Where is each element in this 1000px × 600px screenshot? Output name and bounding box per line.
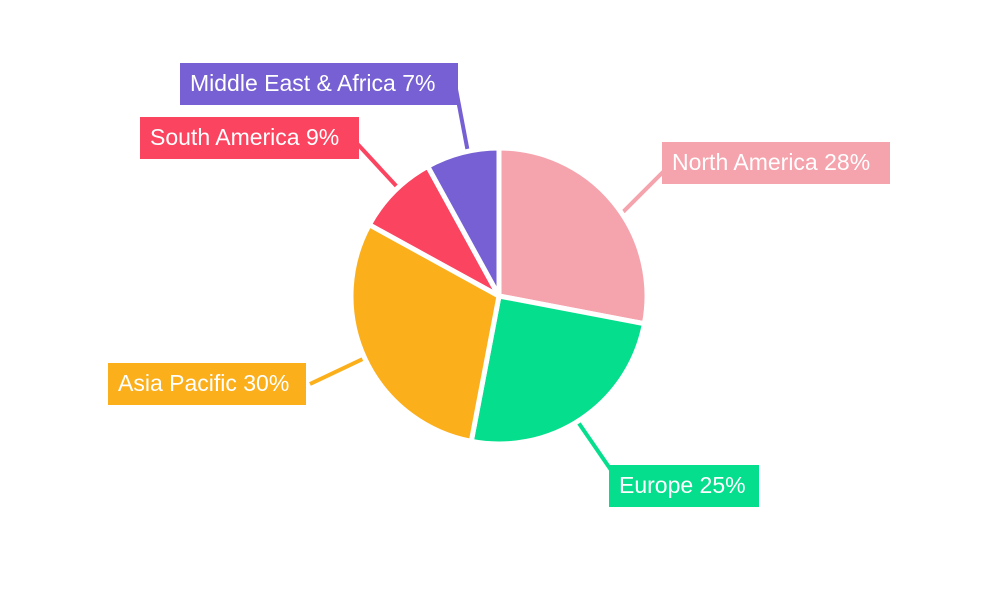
callout-label-middle-east-africa: Middle East & Africa 7%	[190, 70, 435, 96]
callout-box-europe	[609, 465, 759, 507]
callout-north-america[interactable]: North America 28%	[662, 142, 890, 184]
callout-asia-pacific[interactable]: Asia Pacific 30%	[108, 363, 306, 405]
callout-labels-group: North America 28% Europe 25% Asia Pacifi…	[108, 63, 890, 507]
pie-slice-north-america[interactable]	[496, 145, 650, 327]
leader-line-asia-pacific	[309, 355, 368, 386]
pie-slice-asia-pacific[interactable]	[348, 222, 502, 444]
callout-label-asia-pacific: Asia Pacific 30%	[118, 370, 289, 396]
callout-label-north-america: North America 28%	[672, 149, 870, 175]
pie-slice-middle-east-africa[interactable]	[425, 145, 502, 299]
callout-europe[interactable]: Europe 25%	[609, 465, 759, 507]
callout-box-asia-pacific	[108, 363, 306, 405]
callout-south-america[interactable]: South America 9%	[140, 117, 359, 159]
callout-middle-east-africa[interactable]: Middle East & Africa 7%	[180, 63, 458, 105]
callout-box-north-america	[662, 142, 890, 184]
callout-label-south-america: South America 9%	[150, 124, 339, 150]
pie-slices-group	[348, 145, 650, 447]
callout-box-middle-east-africa	[180, 63, 458, 105]
callout-label-europe: Europe 25%	[619, 472, 746, 498]
leader-line-south-america	[350, 136, 402, 192]
pie-slice-europe[interactable]	[468, 293, 647, 447]
callout-box-south-america	[140, 117, 359, 159]
